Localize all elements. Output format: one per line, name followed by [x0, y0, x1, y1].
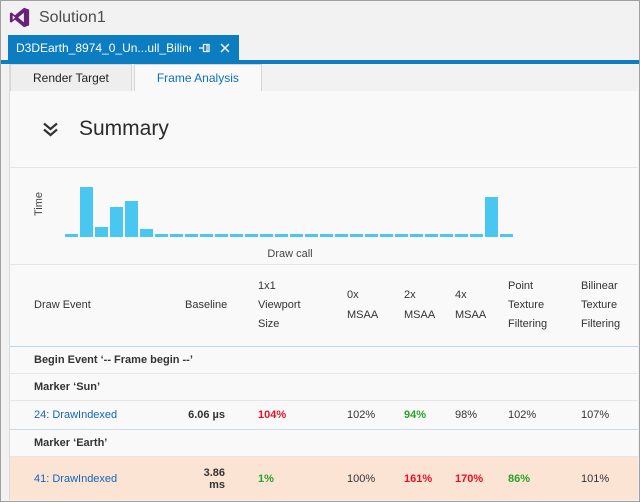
column-header: Point Texture Filtering	[508, 279, 548, 331]
draw-call-bar[interactable]	[350, 234, 363, 237]
draw-event-link[interactable]: 24: DrawIndexed	[34, 409, 118, 421]
draw-call-bar[interactable]	[80, 187, 93, 237]
draw-call-bar[interactable]	[140, 229, 153, 237]
percent-cell: 94%	[404, 409, 427, 421]
draw-call-bar[interactable]	[380, 234, 393, 237]
draw-call-bar[interactable]	[305, 234, 318, 237]
document-tab-label: D3DEarth_8974_0_Un...ull_Bilinear.vsglog	[16, 40, 191, 55]
pin-icon[interactable]	[199, 42, 211, 54]
draw-call-bar[interactable]	[335, 234, 348, 237]
draw-call-bar[interactable]	[110, 207, 123, 237]
section-row: Marker ‘Earth’	[10, 430, 638, 457]
column-header: Baseline	[185, 298, 228, 311]
draw-call-bar[interactable]	[155, 234, 168, 237]
baseline-value: 3.86 ms	[203, 466, 225, 491]
draw-call-bar[interactable]	[125, 201, 138, 237]
document-tab[interactable]: D3DEarth_8974_0_Un...ull_Bilinear.vsglog	[8, 35, 239, 60]
percent-cell: 102%	[347, 409, 376, 421]
draw-call-bar[interactable]	[410, 234, 423, 237]
summary-title: Summary	[79, 117, 169, 140]
percent-cell: 104%	[258, 409, 287, 421]
draw-call-bar[interactable]	[170, 234, 183, 237]
draw-call-bar[interactable]	[470, 234, 483, 237]
column-header: Draw Event	[34, 298, 91, 311]
draw-event-row[interactable]: 41: DrawIndexed 3.86 ms 1% 100% 161% 170% 86% 1…	[10, 457, 638, 500]
percent-cell: 1%	[258, 472, 274, 485]
draw-call-bar[interactable]	[455, 234, 468, 237]
draw-event-link[interactable]: 41: DrawIndexed	[34, 472, 118, 485]
percent-cell: 100%	[347, 472, 376, 485]
tab-frame-analysis[interactable]: Frame Analysis	[133, 64, 262, 91]
percent-cell: 170%	[455, 472, 484, 485]
section-label: Begin Event ‘-- Frame begin --’	[34, 354, 193, 366]
percent-cell: 98%	[455, 409, 478, 421]
chart-x-axis-label: Draw call	[267, 248, 313, 260]
view-tabs: Render Target Frame Analysis	[10, 64, 638, 91]
draw-call-bar[interactable]	[185, 234, 198, 237]
draw-call-bar[interactable]	[500, 234, 513, 237]
draw-call-bar[interactable]	[320, 234, 333, 237]
title-bar: Solution1	[1, 1, 639, 34]
column-header: Bilinear Texture Filtering	[581, 279, 621, 331]
tab-render-target[interactable]: Render Target	[10, 64, 132, 91]
table-header-row: Draw Event Baseline 1x1 Viewport Size 0x MSAA 2…	[10, 265, 638, 347]
draw-call-bar[interactable]	[365, 234, 378, 237]
column-header: 4x MSAA	[455, 289, 487, 321]
draw-call-bar[interactable]	[260, 234, 273, 237]
draw-call-bar[interactable]	[275, 234, 288, 237]
percent-cell: 101%	[581, 472, 610, 485]
draw-call-bar[interactable]	[395, 234, 408, 237]
section-row: Begin Event ‘-- Frame begin --’	[10, 347, 638, 374]
tab-accent-line	[1, 60, 639, 64]
draw-call-bar[interactable]	[230, 234, 243, 237]
collapse-chevron-icon[interactable]	[42, 122, 59, 137]
section-label: Marker ‘Earth’	[34, 437, 108, 449]
percent-cell: 102%	[508, 409, 537, 421]
percent-cell: 107%	[581, 409, 610, 421]
close-icon[interactable]	[219, 42, 231, 54]
draw-call-bar[interactable]	[290, 234, 303, 237]
draw-call-bar[interactable]	[95, 227, 108, 237]
draw-call-bar[interactable]	[425, 234, 438, 237]
chart-y-axis-label: Time	[33, 191, 45, 217]
draw-call-bar[interactable]	[485, 197, 498, 237]
column-header: 1x1 Viewport Size	[258, 279, 301, 331]
section-label: Marker ‘Sun’	[34, 381, 101, 393]
percent-cell: 161%	[404, 472, 433, 485]
table-body: Begin Event ‘-- Frame begin --’ Marker ‘S…	[10, 347, 638, 500]
column-header: 0x MSAA	[347, 289, 379, 321]
draw-call-bar[interactable]	[200, 234, 213, 237]
draw-event-row[interactable]: 24: DrawIndexed 6.06 µs 104% 102% 94% 98% 102%…	[10, 401, 638, 430]
content-panel: Render Target Frame Analysis Summary Tim…	[9, 64, 638, 500]
draw-call-bar[interactable]	[440, 234, 453, 237]
baseline-value: 6.06 µs	[188, 409, 225, 421]
chart-bars	[65, 175, 515, 237]
window-title: Solution1	[39, 8, 106, 26]
draw-call-bar[interactable]	[215, 234, 228, 237]
draw-call-chart: Time Draw call	[10, 168, 638, 265]
summary-header: Summary	[10, 91, 638, 168]
visual-studio-logo-icon	[9, 7, 30, 28]
section-row: Marker ‘Sun’	[10, 374, 638, 401]
percent-cell: 86%	[508, 472, 531, 485]
column-header: 2x MSAA	[404, 289, 436, 321]
draw-call-bar[interactable]	[245, 234, 258, 237]
document-tabstrip: D3DEarth_8974_0_Un...ull_Bilinear.vsglog	[1, 34, 639, 60]
frame-analysis-table: Draw Event Baseline 1x1 Viewport Size 0x MSAA 2…	[10, 265, 638, 500]
draw-call-bar[interactable]	[65, 234, 78, 237]
